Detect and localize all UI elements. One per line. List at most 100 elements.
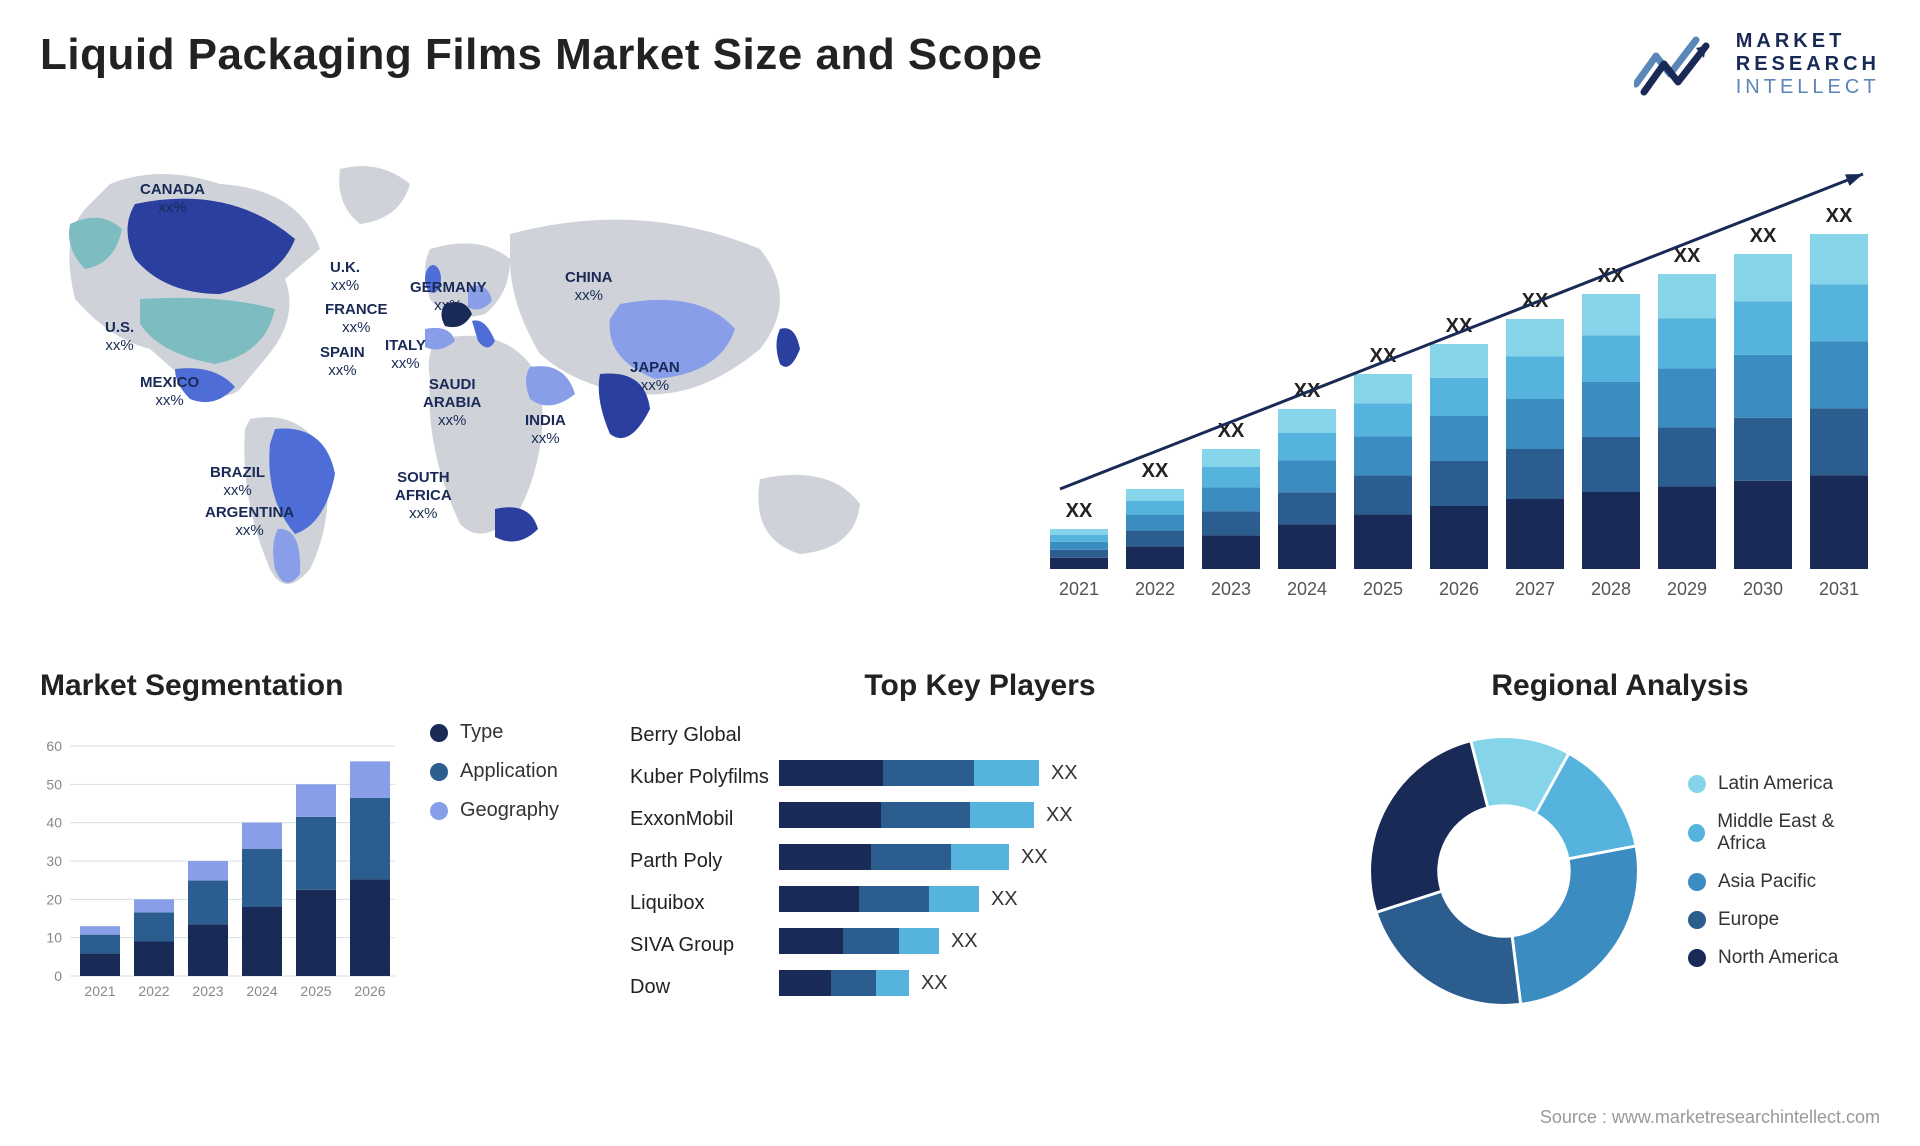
player-bar-segment bbox=[881, 802, 970, 828]
svg-text:2021: 2021 bbox=[1059, 579, 1099, 599]
svg-text:50: 50 bbox=[46, 776, 62, 792]
player-bar bbox=[779, 844, 1009, 870]
legend-item: Type bbox=[430, 721, 559, 744]
logo-text-2: RESEARCH bbox=[1736, 53, 1880, 76]
brand-logo: MARKET RESEARCH INTELLECT bbox=[1634, 30, 1880, 99]
player-name: Liquibox bbox=[630, 889, 769, 917]
player-bar-value: XX bbox=[991, 888, 1018, 911]
legend-swatch bbox=[1688, 873, 1706, 891]
map-label: GERMANYxx% bbox=[410, 279, 487, 315]
player-name: Kuber Polyfilms bbox=[630, 763, 769, 791]
legend-label: Geography bbox=[460, 799, 559, 822]
map-label: ARGENTINAxx% bbox=[205, 504, 294, 540]
map-label: MEXICOxx% bbox=[140, 374, 199, 410]
player-bar-segment bbox=[779, 970, 831, 996]
regional-panel: Regional Analysis Latin America Middle Ea… bbox=[1360, 669, 1880, 1021]
player-bar-segment bbox=[871, 844, 952, 870]
regional-donut bbox=[1360, 721, 1648, 1021]
svg-text:2026: 2026 bbox=[1439, 579, 1479, 599]
players-names: Berry GlobalKuber PolyfilmsExxonMobilPar… bbox=[630, 721, 769, 1001]
players-bars: XXXXXXXXXXXX bbox=[779, 759, 1078, 1001]
player-bar-value: XX bbox=[1021, 846, 1048, 869]
map-label: BRAZILxx% bbox=[210, 464, 265, 500]
map-label: SPAINxx% bbox=[320, 344, 365, 380]
segmentation-chart: 0102030405060202120222023202420252026 bbox=[40, 721, 400, 1011]
player-bar-value: XX bbox=[921, 972, 948, 995]
svg-text:2021: 2021 bbox=[84, 983, 115, 999]
svg-text:XX: XX bbox=[1066, 500, 1093, 522]
svg-text:2028: 2028 bbox=[1591, 579, 1631, 599]
svg-text:10: 10 bbox=[46, 930, 62, 946]
legend-swatch bbox=[1688, 824, 1705, 842]
legend-label: North America bbox=[1718, 947, 1838, 969]
legend-item: Latin America bbox=[1688, 773, 1880, 795]
growth-chart: XX2021XX2022XX2023XX2024XX2025XX2026XX20… bbox=[1020, 129, 1880, 619]
svg-text:2025: 2025 bbox=[300, 983, 331, 999]
map-label: SOUTHAFRICAxx% bbox=[395, 469, 452, 523]
svg-text:2024: 2024 bbox=[1287, 579, 1327, 599]
legend-swatch bbox=[430, 724, 448, 742]
legend-label: Middle East & Africa bbox=[1717, 811, 1880, 855]
player-bar-row: XX bbox=[779, 801, 1078, 829]
svg-text:2022: 2022 bbox=[138, 983, 169, 999]
logo-text-3: INTELLECT bbox=[1736, 76, 1880, 99]
svg-text:2029: 2029 bbox=[1667, 579, 1707, 599]
regional-legend: Latin AmericaMiddle East & AfricaAsia Pa… bbox=[1688, 773, 1880, 969]
source-attribution: Source : www.marketresearchintellect.com bbox=[1540, 1107, 1880, 1128]
player-bar-segment bbox=[779, 844, 871, 870]
player-bar-segment bbox=[779, 886, 859, 912]
player-name: Berry Global bbox=[630, 721, 769, 749]
legend-item: Application bbox=[430, 760, 559, 783]
legend-item: North America bbox=[1688, 947, 1880, 969]
map-label: ITALYxx% bbox=[385, 337, 426, 373]
legend-item: Geography bbox=[430, 799, 559, 822]
svg-text:XX: XX bbox=[1142, 460, 1169, 482]
player-bar-segment bbox=[899, 928, 939, 954]
player-bar-segment bbox=[951, 844, 1009, 870]
svg-text:40: 40 bbox=[46, 815, 62, 831]
legend-swatch bbox=[1688, 911, 1706, 929]
legend-item: Europe bbox=[1688, 909, 1880, 931]
player-bar bbox=[779, 928, 939, 954]
svg-text:2030: 2030 bbox=[1743, 579, 1783, 599]
legend-swatch bbox=[430, 763, 448, 781]
map-label: JAPANxx% bbox=[630, 359, 680, 395]
player-bar bbox=[779, 802, 1034, 828]
svg-text:2025: 2025 bbox=[1363, 579, 1403, 599]
svg-text:2031: 2031 bbox=[1819, 579, 1859, 599]
svg-text:XX: XX bbox=[1674, 245, 1701, 267]
player-bar-segment bbox=[974, 760, 1039, 786]
svg-text:60: 60 bbox=[46, 738, 62, 754]
player-bar bbox=[779, 970, 909, 996]
player-bar bbox=[779, 886, 979, 912]
svg-text:2024: 2024 bbox=[246, 983, 277, 999]
player-bar-value: XX bbox=[951, 930, 978, 953]
legend-swatch bbox=[1688, 775, 1706, 793]
player-bar-segment bbox=[779, 760, 883, 786]
legend-item: Middle East & Africa bbox=[1688, 811, 1880, 855]
player-bar-value: XX bbox=[1046, 804, 1073, 827]
segmentation-legend: Type Application Geography bbox=[430, 721, 559, 822]
legend-label: Application bbox=[460, 760, 558, 783]
legend-label: Latin America bbox=[1718, 773, 1833, 795]
player-bar-row: XX bbox=[779, 843, 1078, 871]
player-bar-row: XX bbox=[779, 885, 1078, 913]
growth-chart-panel: XX2021XX2022XX2023XX2024XX2025XX2026XX20… bbox=[1020, 129, 1880, 629]
legend-label: Europe bbox=[1718, 909, 1779, 931]
map-label: U.S.xx% bbox=[105, 319, 134, 355]
regional-title: Regional Analysis bbox=[1360, 669, 1880, 703]
legend-swatch bbox=[1688, 949, 1706, 967]
map-label: CANADAxx% bbox=[140, 181, 205, 217]
svg-text:0: 0 bbox=[54, 968, 62, 984]
player-bar-segment bbox=[779, 928, 843, 954]
player-name: SIVA Group bbox=[630, 931, 769, 959]
players-title: Top Key Players bbox=[630, 669, 1330, 703]
player-name: Parth Poly bbox=[630, 847, 769, 875]
player-bar-segment bbox=[831, 970, 877, 996]
svg-text:2023: 2023 bbox=[192, 983, 223, 999]
player-bar-segment bbox=[876, 970, 909, 996]
players-panel: Top Key Players Berry Global Kuber Polyfi… bbox=[630, 669, 1330, 1021]
map-label: U.K.xx% bbox=[330, 259, 360, 295]
segmentation-title: Market Segmentation bbox=[40, 669, 600, 703]
segmentation-panel: Market Segmentation 01020304050602021202… bbox=[40, 669, 600, 1021]
